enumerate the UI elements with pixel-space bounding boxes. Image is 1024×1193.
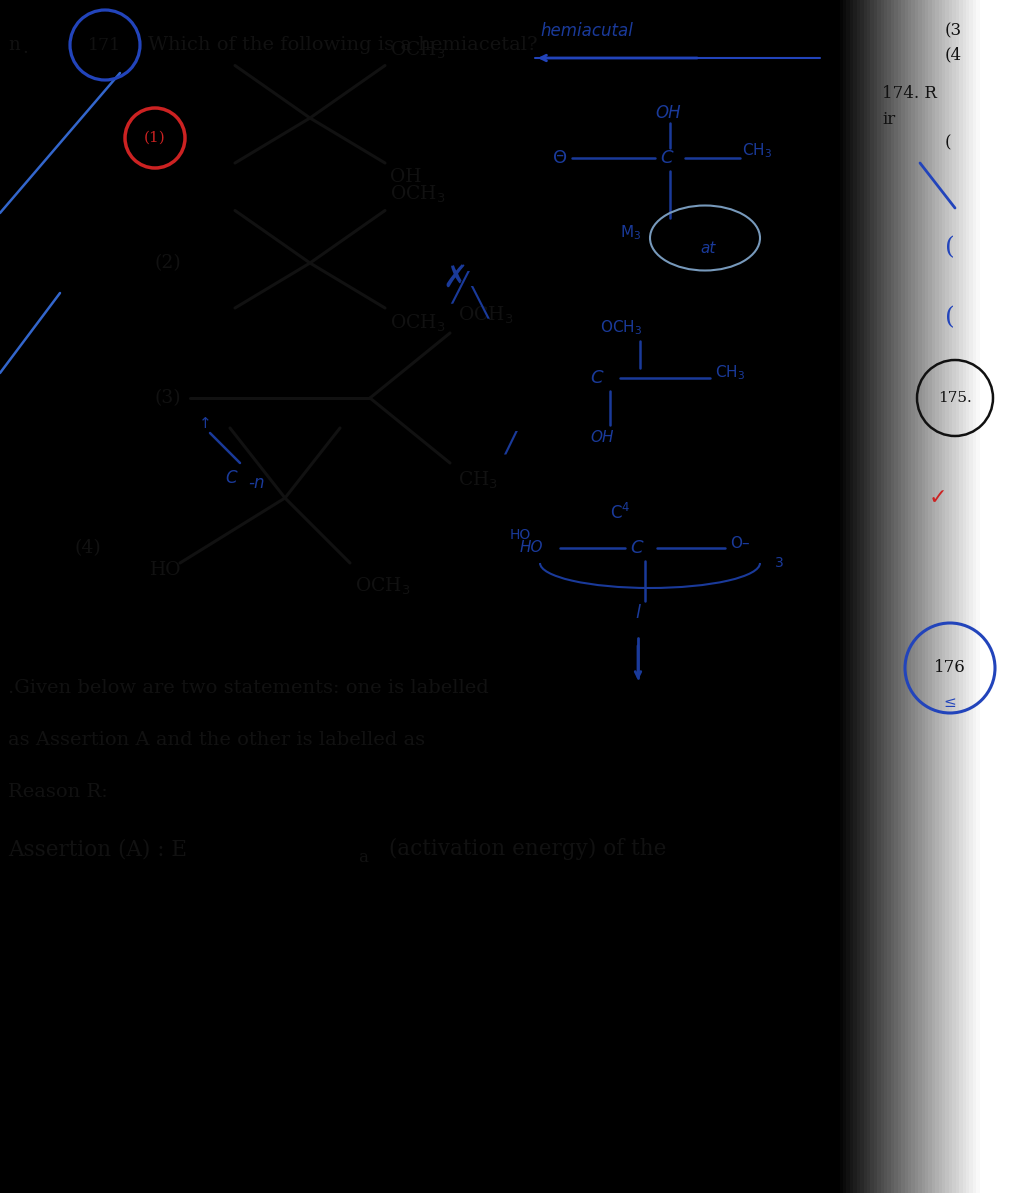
Text: OCH$_3$: OCH$_3$ [390,313,445,334]
Text: OCH$_3$: OCH$_3$ [390,39,445,61]
Text: ≤: ≤ [944,696,956,710]
Text: ╲: ╲ [472,286,488,320]
Text: CH$_3$: CH$_3$ [458,470,498,492]
Text: OCH$_3$: OCH$_3$ [458,304,513,326]
Text: 174. R: 174. R [882,85,937,101]
Text: (: ( [945,135,951,152]
Text: ╱: ╱ [452,272,468,304]
Text: (4): (4) [75,539,101,557]
Text: OH: OH [655,104,681,122]
Text: a: a [358,848,368,866]
Text: C: C [590,369,603,387]
Text: ir: ir [882,111,895,129]
Text: Which of the following is a hemiacetal?: Which of the following is a hemiacetal? [148,36,538,54]
Text: l: l [635,604,640,622]
Text: /: / [505,429,514,457]
Text: O–: O– [730,536,750,550]
Text: OCH$_3$: OCH$_3$ [600,319,642,338]
Text: as Assertion A and the other is labelled as: as Assertion A and the other is labelled… [8,731,425,749]
Text: (3: (3 [945,23,963,39]
Text: 171: 171 [88,37,122,54]
Text: n: n [8,36,19,54]
Text: at: at [700,241,716,255]
Text: ✓: ✓ [929,488,947,508]
Text: OCH$_3$: OCH$_3$ [390,184,445,205]
Text: HO: HO [510,528,531,542]
Text: Θ: Θ [553,149,567,167]
Text: hemiacutal: hemiacutal [540,21,633,41]
Text: .: . [22,39,28,57]
Text: 3: 3 [775,556,783,570]
Text: C: C [660,149,673,167]
Text: OH: OH [590,431,613,445]
Text: .Given below are two statements: one is labelled: .Given below are two statements: one is … [8,679,488,697]
Text: (: ( [945,307,954,329]
Text: (2): (2) [155,254,181,272]
Text: OCH$_3$: OCH$_3$ [355,576,411,598]
Text: Reason R:: Reason R: [8,783,108,801]
Text: Assertion (A) : E: Assertion (A) : E [8,839,187,860]
Text: -n: -n [248,474,264,492]
Text: HO: HO [150,561,181,579]
Text: CH$_3$: CH$_3$ [715,364,745,382]
Text: C$^4$: C$^4$ [610,503,631,523]
Text: 175.: 175. [938,391,972,404]
Text: (1): (1) [144,131,166,146]
Text: ↑: ↑ [199,415,211,431]
Text: OH: OH [390,168,422,186]
Text: C: C [630,539,643,557]
Text: ✗: ✗ [442,264,468,292]
Text: (4: (4 [945,47,963,63]
Text: HO: HO [520,540,544,556]
Text: M$_3$: M$_3$ [620,223,641,242]
Text: (activation energy) of the: (activation energy) of the [382,839,667,860]
Text: (3): (3) [155,389,181,407]
Text: (: ( [945,236,954,260]
Text: CH$_3$: CH$_3$ [742,142,772,160]
Text: C: C [225,469,237,487]
Text: 176: 176 [934,660,966,676]
